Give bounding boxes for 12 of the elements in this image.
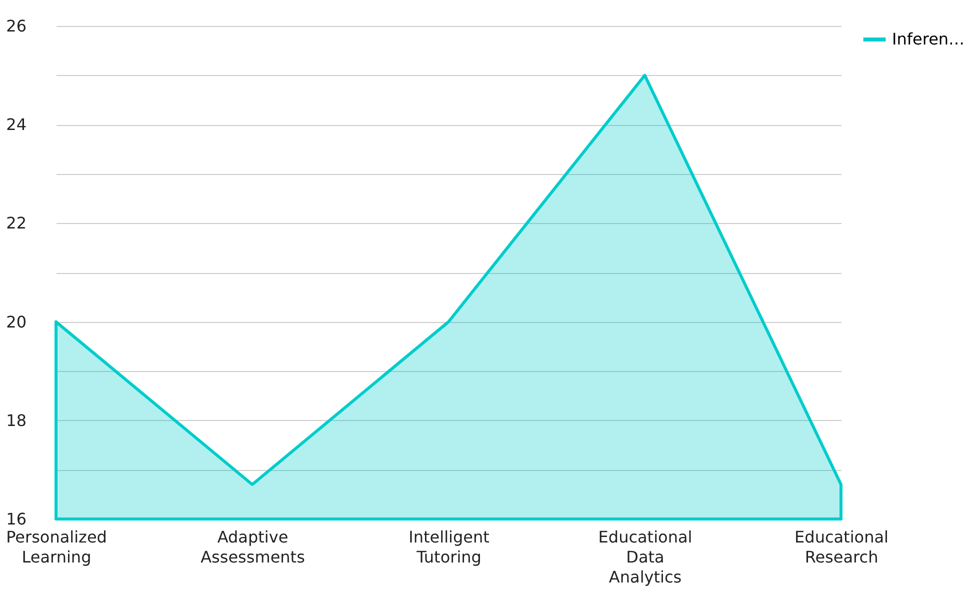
y-tick-label: 20: [6, 312, 26, 332]
y-tick-label: 22: [6, 214, 26, 233]
y-tick-label: 24: [6, 115, 26, 134]
x-tick-label: Educational Data Analytics: [598, 528, 692, 586]
y-tick-label: 18: [6, 410, 26, 430]
x-tick-label: Adaptive Assessments: [200, 528, 305, 566]
x-tick-label: Personalized Learning: [6, 528, 107, 566]
y-tick-label: 26: [6, 16, 26, 36]
x-tick-label: Educational Research: [794, 528, 888, 566]
y-tick-label: 16: [6, 510, 26, 528]
legend-label: Inferen…: [892, 30, 965, 48]
x-tick-label: Intelligent Tutoring: [408, 528, 490, 566]
